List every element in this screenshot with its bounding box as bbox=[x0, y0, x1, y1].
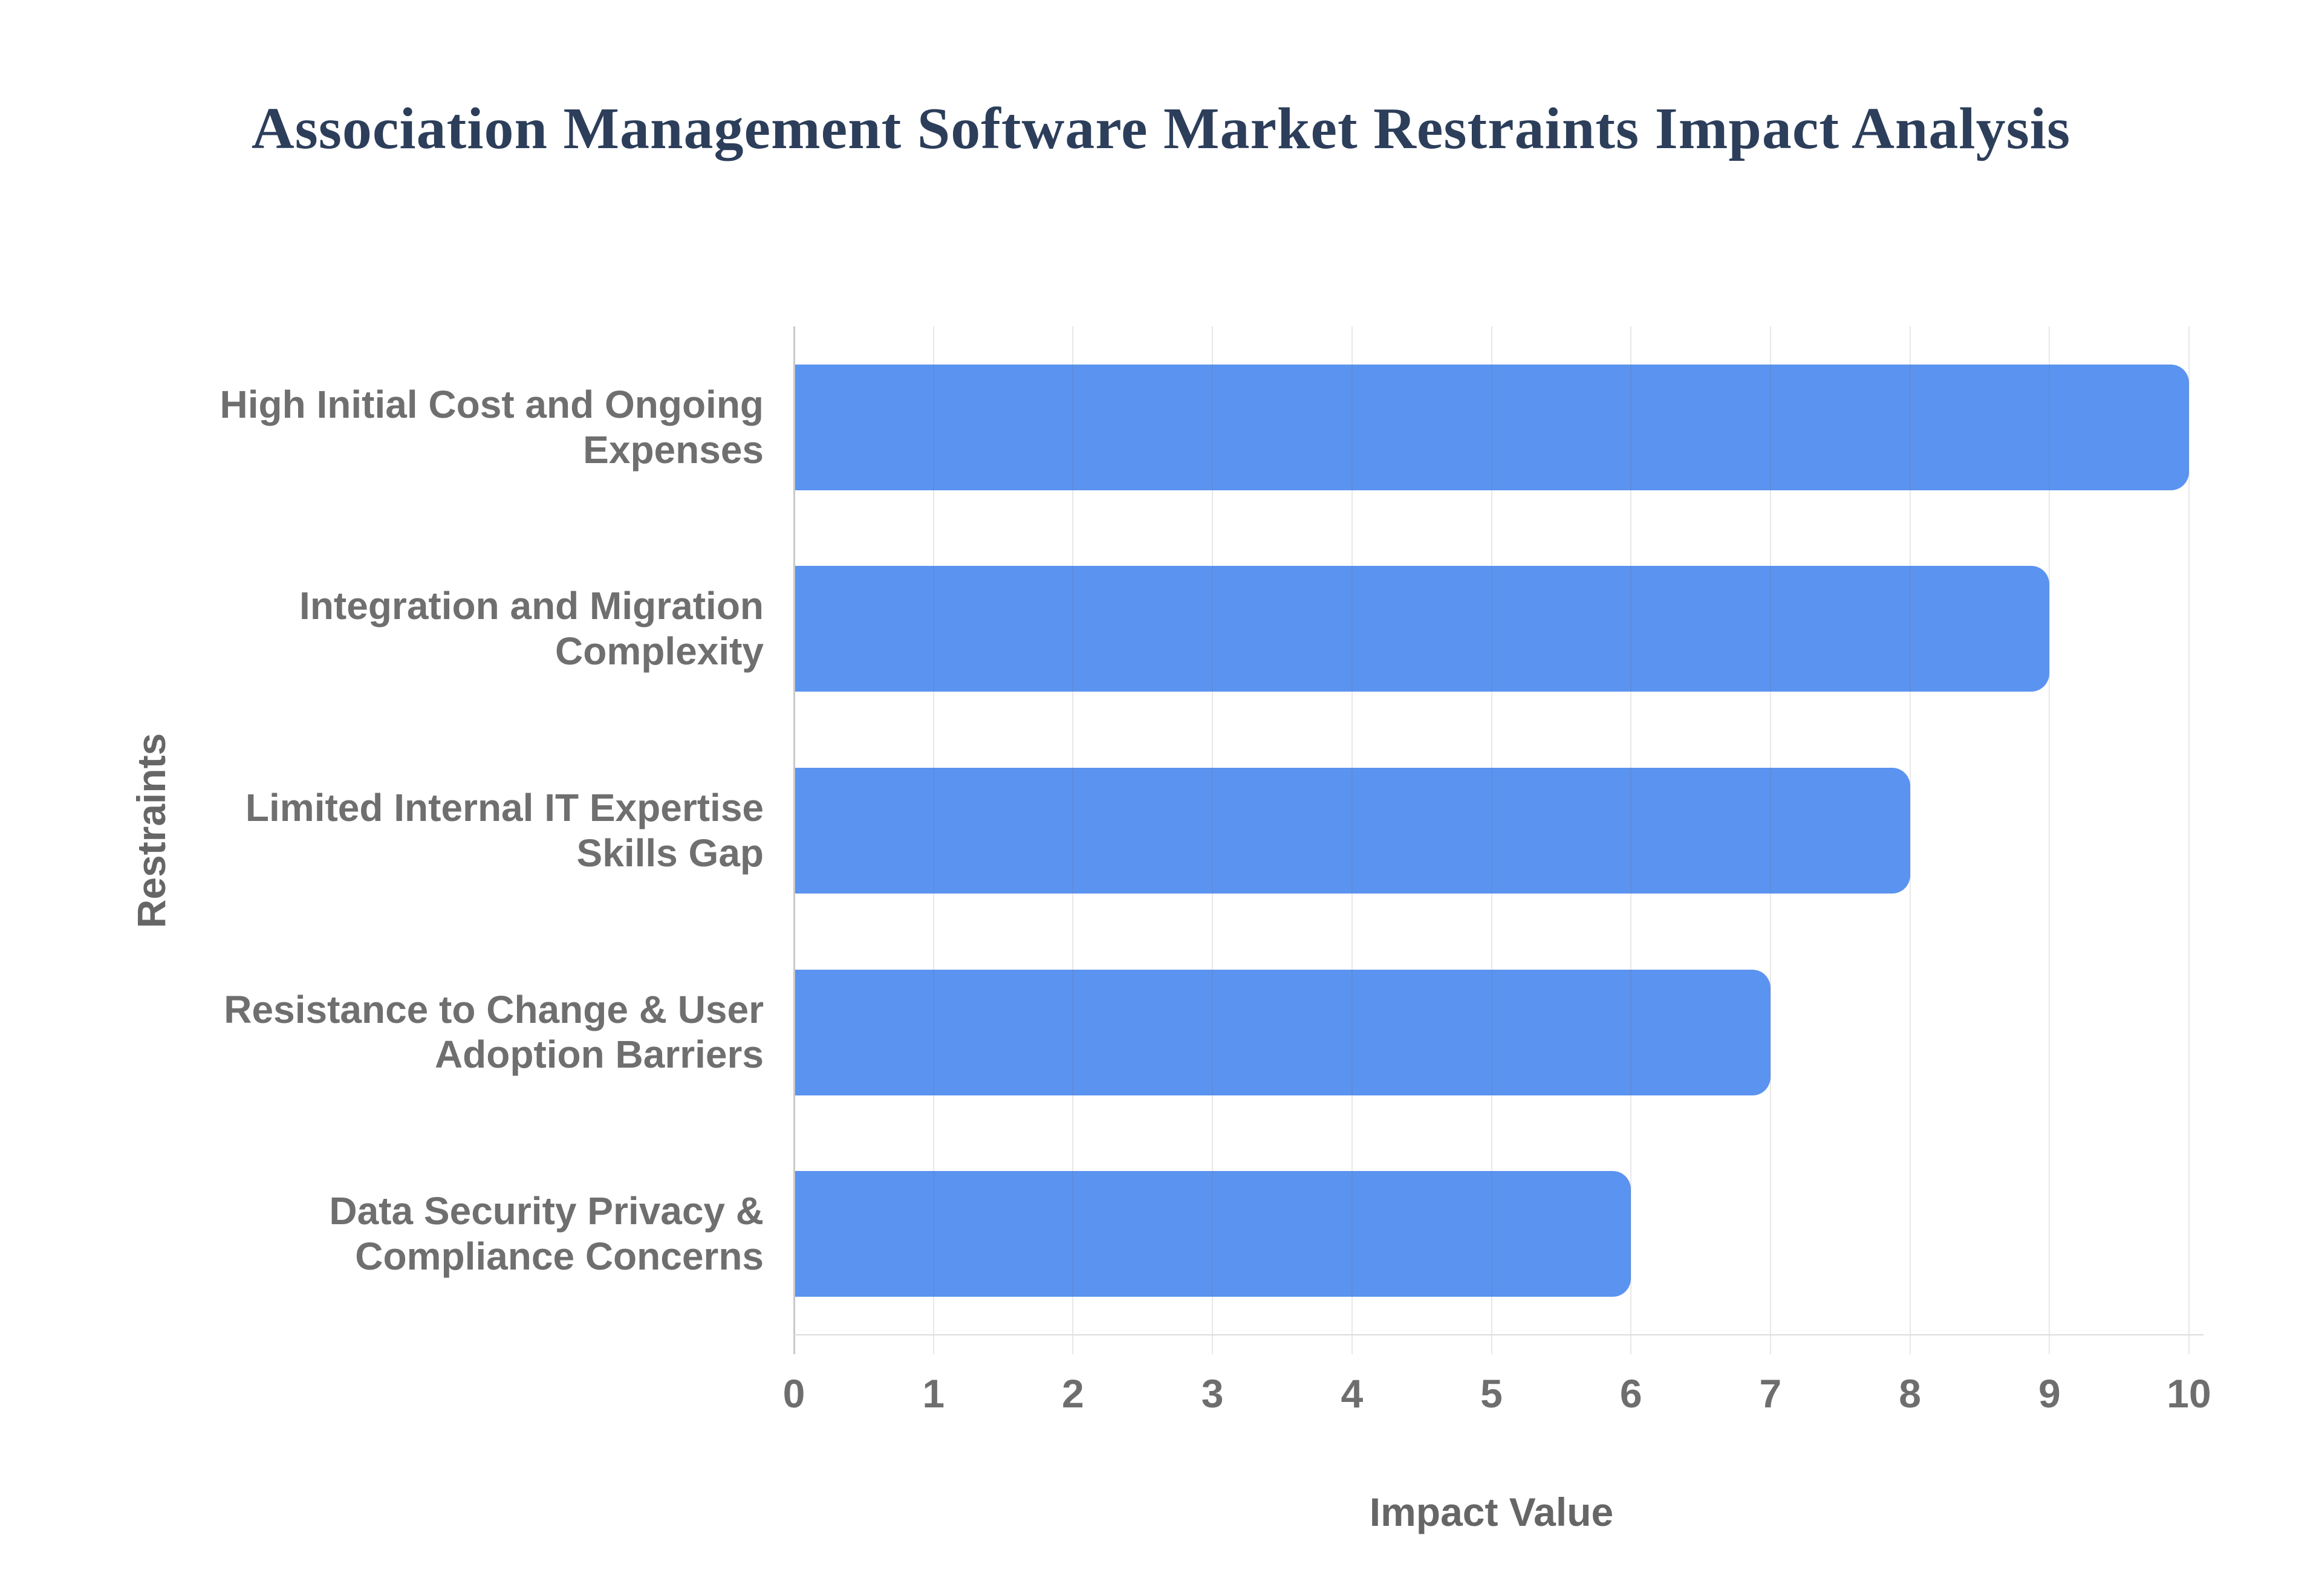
x-tick-label-1: 1 bbox=[922, 1371, 945, 1416]
bar-0 bbox=[794, 364, 2189, 490]
x-tick-label-8: 8 bbox=[1899, 1371, 1921, 1416]
x-axis-title: Impact Value bbox=[1369, 1490, 1614, 1534]
gridline-x-9 bbox=[2049, 326, 2050, 1354]
bar-1 bbox=[794, 566, 2050, 692]
x-tick-label-3: 3 bbox=[1201, 1371, 1224, 1416]
gridline-x-8 bbox=[1909, 326, 1911, 1354]
bar-3 bbox=[794, 969, 1771, 1095]
gridline-x-1 bbox=[932, 326, 934, 1354]
x-tick-label-10: 10 bbox=[2167, 1371, 2211, 1416]
x-tick-label-2: 2 bbox=[1062, 1371, 1084, 1416]
gridline-x-4 bbox=[1351, 326, 1353, 1354]
y-category-label-0: High Initial Cost and Ongoing Expenses bbox=[220, 382, 764, 472]
gridline-x-5 bbox=[1491, 326, 1492, 1354]
y-axis-title: Restraints bbox=[129, 733, 174, 929]
x-axis-line bbox=[794, 1334, 2203, 1335]
x-tick-label-5: 5 bbox=[1480, 1371, 1503, 1416]
y-category-label-2: Limited Internal IT Expertise Skills Gap bbox=[245, 786, 764, 875]
bar-4 bbox=[794, 1171, 1631, 1297]
x-tick-label-7: 7 bbox=[1759, 1371, 1782, 1416]
x-tick-label-4: 4 bbox=[1341, 1371, 1364, 1416]
gridline-x-2 bbox=[1072, 326, 1074, 1354]
gridline-x-6 bbox=[1630, 326, 1632, 1354]
gridline-x-7 bbox=[1769, 326, 1771, 1354]
y-category-label-1: Integration and Migration Complexity bbox=[299, 584, 764, 673]
gridline-x-10 bbox=[2188, 326, 2190, 1354]
x-tick-label-0: 0 bbox=[782, 1371, 805, 1416]
y-axis-line bbox=[793, 326, 795, 1354]
gridline-x-3 bbox=[1212, 326, 1214, 1354]
x-tick-label-9: 9 bbox=[2038, 1371, 2061, 1416]
y-category-label-3: Resistance to Change & User Adoption Barr… bbox=[224, 987, 764, 1077]
bar-2 bbox=[794, 768, 1910, 894]
y-category-label-4: Data Security Privacy & Compliance Concer… bbox=[329, 1189, 764, 1279]
chart-title: Association Management Software Market R… bbox=[251, 96, 2071, 161]
x-tick-label-6: 6 bbox=[1619, 1371, 1642, 1416]
